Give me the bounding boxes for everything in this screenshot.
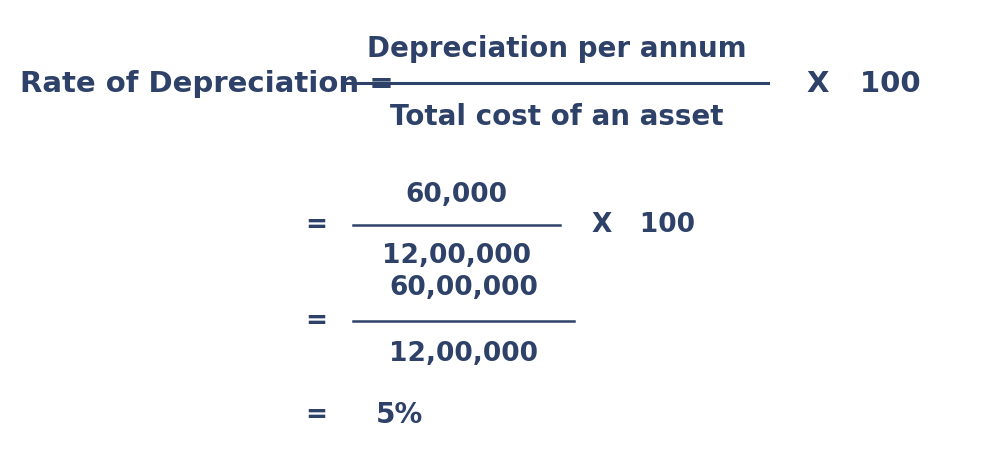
Text: Rate of Depreciation =: Rate of Depreciation =: [20, 70, 394, 98]
Text: =: =: [305, 212, 327, 238]
Text: 12,00,000: 12,00,000: [382, 242, 530, 269]
Text: 5%: 5%: [376, 401, 423, 429]
Text: 60,000: 60,000: [405, 182, 507, 208]
Text: X   100: X 100: [591, 212, 694, 238]
Text: 60,00,000: 60,00,000: [389, 275, 537, 302]
Text: Total cost of an asset: Total cost of an asset: [390, 103, 722, 131]
Text: =: =: [305, 402, 327, 428]
Text: 12,00,000: 12,00,000: [389, 341, 537, 367]
Text: X   100: X 100: [807, 70, 920, 98]
Text: =: =: [305, 308, 327, 334]
Text: Depreciation per annum: Depreciation per annum: [367, 35, 745, 63]
